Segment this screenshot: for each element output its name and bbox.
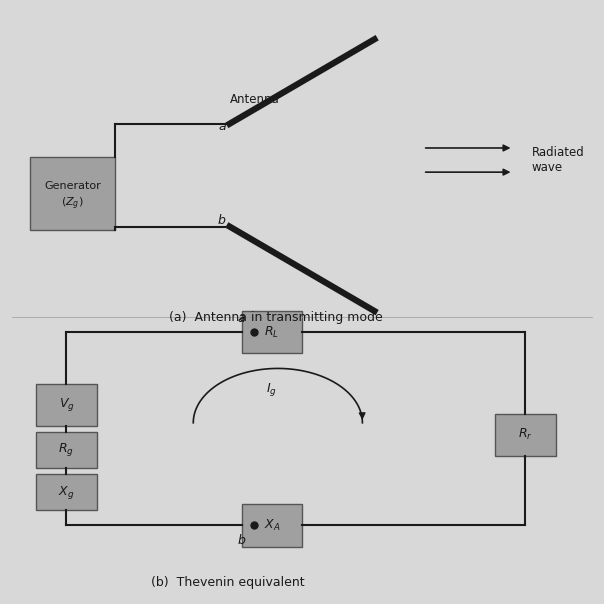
Text: $X_g$: $X_g$ — [58, 484, 75, 501]
Text: $V_g$: $V_g$ — [59, 396, 74, 413]
Text: $b$: $b$ — [237, 533, 246, 547]
Text: $a$: $a$ — [217, 120, 226, 133]
FancyBboxPatch shape — [495, 414, 556, 456]
Text: Generator: Generator — [44, 181, 101, 191]
Text: $R_g$: $R_g$ — [59, 442, 74, 458]
Text: $R_L$: $R_L$ — [265, 325, 279, 340]
Text: $X_A$: $X_A$ — [263, 518, 280, 533]
FancyBboxPatch shape — [36, 432, 97, 468]
Text: Radiated
wave: Radiated wave — [532, 146, 584, 174]
Text: $(Z_g)$: $(Z_g)$ — [61, 196, 84, 213]
FancyBboxPatch shape — [30, 157, 115, 230]
Text: $b$: $b$ — [217, 213, 226, 228]
FancyBboxPatch shape — [36, 384, 97, 426]
FancyBboxPatch shape — [242, 311, 302, 353]
Text: $I_g$: $I_g$ — [266, 381, 277, 398]
Text: (b)  Thevenin equivalent: (b) Thevenin equivalent — [151, 576, 304, 589]
Text: $R_r$: $R_r$ — [518, 428, 533, 442]
FancyBboxPatch shape — [242, 504, 302, 547]
Text: Antenna: Antenna — [230, 92, 279, 106]
FancyBboxPatch shape — [36, 474, 97, 510]
Text: (a)  Antenna in transmitting mode: (a) Antenna in transmitting mode — [169, 310, 383, 324]
Text: $a$: $a$ — [237, 312, 246, 325]
